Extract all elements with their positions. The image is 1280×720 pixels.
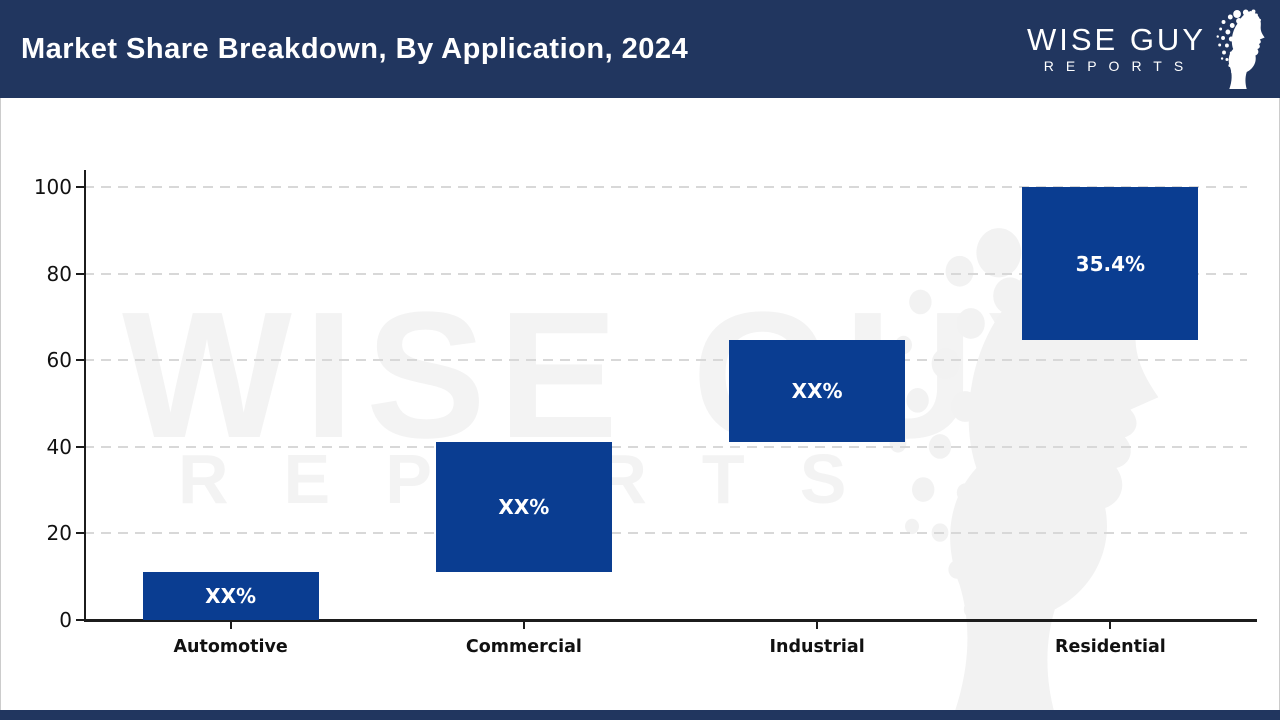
gridline-100: [84, 186, 1247, 188]
y-tick-label-0: 0: [59, 608, 72, 632]
y-tick-0: [76, 619, 84, 621]
bar-commercial: XX%: [435, 442, 612, 573]
category-label-residential: Residential: [1054, 637, 1166, 657]
y-tick-label-60: 60: [46, 348, 72, 373]
y-tick-100: [76, 186, 84, 188]
y-axis-line: [84, 170, 86, 622]
category-label-automotive: Automotive: [173, 637, 288, 657]
gridline-80: [84, 272, 1247, 275]
bar-residential: 35.4%: [1022, 187, 1199, 341]
x-tick-residential: [1109, 622, 1112, 629]
y-tick-20: [76, 532, 84, 535]
bar-industrial: XX%: [729, 340, 906, 443]
category-label-industrial: Industrial: [769, 637, 865, 657]
y-tick-60: [76, 359, 84, 362]
x-axis-line: [84, 619, 1257, 622]
bar-value-label-commercial: XX%: [498, 495, 550, 520]
logo-text-reports: REPORTS: [1043, 58, 1196, 75]
category-label-commercial: Commercial: [465, 637, 582, 657]
y-tick-80: [76, 272, 84, 275]
y-tick-40: [76, 445, 84, 448]
wiseguy-logo: WISE GUY REPORTS: [1027, 9, 1268, 89]
gridline-20: [84, 532, 1247, 535]
gridline-40: [84, 445, 1247, 448]
y-tick-label-80: 80: [46, 261, 72, 286]
chart-area: WISE GUY REPORTS 020406080100XX%Automoti…: [0, 98, 1280, 714]
x-tick-automotive: [229, 622, 232, 629]
logo-wordmark: WISE GUY REPORTS: [1026, 21, 1206, 75]
bar-value-label-automotive: XX%: [205, 584, 257, 609]
left-border: [0, 98, 1, 710]
header-bar: Market Share Breakdown, By Application, …: [0, 0, 1280, 98]
bar-automotive: XX%: [142, 572, 319, 620]
bar-value-label-industrial: XX%: [791, 379, 843, 404]
y-tick-label-20: 20: [46, 521, 72, 546]
gridline-60: [84, 359, 1247, 362]
footer-bar: [0, 710, 1280, 720]
x-tick-industrial: [816, 622, 819, 629]
y-tick-label-100: 100: [33, 175, 72, 199]
x-tick-commercial: [522, 622, 525, 629]
page-title: Market Share Breakdown, By Application, …: [21, 32, 689, 65]
bar-value-label-residential: 35.4%: [1075, 251, 1146, 276]
y-tick-label-40: 40: [46, 434, 72, 459]
logo-text-wise-guy: WISE GUY: [1026, 21, 1206, 57]
